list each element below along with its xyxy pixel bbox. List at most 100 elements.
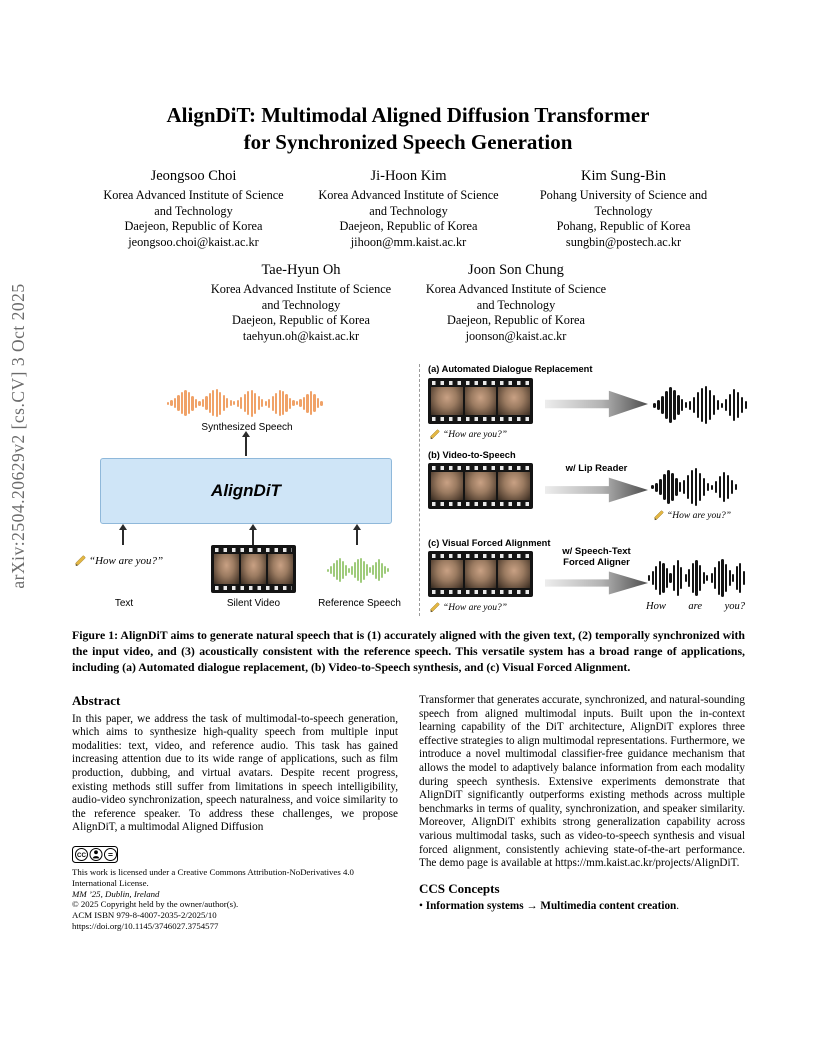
author-city: Daejeon, Republic of Korea	[447, 313, 585, 327]
video-frame	[268, 554, 293, 584]
isbn: ACM ISBN 979-8-4007-2035-2/2025/10	[72, 910, 217, 921]
film-frames	[214, 554, 293, 584]
pencil-icon	[75, 555, 86, 567]
video-frame	[431, 472, 463, 500]
author-affiliation: Pohang University of Science and	[539, 188, 708, 202]
author-name: Ji-Hoon Kim	[370, 168, 447, 184]
synthesized-speech-waveform	[167, 388, 323, 418]
author-block: Ji-Hoon Kim Korea Advanced Institute of …	[301, 168, 516, 250]
copyright: © 2025 Copyright held by the owner/autho…	[72, 899, 239, 910]
paper-title: AlignDiT: Multimodal Aligned Diffusion T…	[0, 102, 816, 156]
author-block: Kim Sung-Bin Pohang University of Scienc…	[516, 168, 731, 250]
doi-link[interactable]: https://doi.org/10.1145/3746027.3754577	[72, 920, 219, 931]
license-block: CC = This work is licensed under a Creat…	[72, 845, 398, 932]
lip-reader-label: w/ Lip Reader	[565, 463, 628, 474]
author-block: Tae-Hyun Oh Korea Advanced Institute of …	[194, 262, 409, 344]
panel-b-title: (b) Video-to-Speech	[428, 450, 516, 460]
svg-text:CC: CC	[77, 852, 86, 859]
author-block: Joon Son Chung Korea Advanced Institute …	[409, 262, 624, 344]
panel-c-output-waveform	[648, 557, 745, 599]
author-email: taehyun.oh@kaist.ac.kr	[242, 328, 360, 343]
title-line-1: AlignDiT: Multimodal Aligned Diffusion T…	[166, 103, 650, 127]
author-affiliation: Korea Advanced Institute of Science	[425, 282, 607, 296]
author-affiliation: Technology	[594, 203, 653, 218]
text-label: Text	[114, 598, 134, 609]
aligned-word: you?	[724, 601, 745, 612]
author-affiliation: and Technology	[261, 297, 341, 312]
reference-speech-label: Reference Speech	[318, 598, 401, 609]
film-frames	[431, 472, 531, 500]
forced-aligner-label: w/ Speech-Text Forced Aligner	[562, 546, 631, 568]
author-affiliation: Korea Advanced Institute of Science	[210, 282, 392, 296]
panel-c-film-strip	[428, 551, 533, 597]
up-arrow-icon	[119, 524, 127, 545]
author-name: Tae-Hyun Oh	[261, 262, 341, 278]
figure-1: Synthesized Speech AlignDiT “How are you…	[72, 362, 748, 620]
video-frame	[498, 472, 531, 500]
panel-a-quote: “How are you?”	[429, 429, 507, 440]
panel-b-film-strip	[428, 463, 533, 509]
up-arrow-icon	[353, 524, 361, 545]
abstract-heading: Abstract	[72, 693, 121, 708]
video-frame	[464, 560, 497, 588]
reference-speech-waveform	[327, 556, 389, 584]
abstract-text-col2: Transformer that generates accurate, syn…	[419, 694, 745, 870]
panel-a-title: (a) Automated Dialogue Replacement	[428, 364, 593, 374]
license-text: This work is licensed under a Creative C…	[72, 866, 354, 888]
author-name: Jeongsoo Choi	[150, 168, 237, 184]
model-name: AlignDiT	[211, 481, 281, 500]
film-sprocket-holes	[432, 502, 529, 506]
author-name: Joon Son Chung	[468, 262, 564, 278]
film-sprocket-holes	[432, 590, 529, 594]
right-column: Transformer that generates accurate, syn…	[419, 694, 745, 914]
pencil-icon	[430, 602, 440, 613]
author-city: Daejeon, Republic of Korea	[124, 219, 263, 233]
film-sprocket-holes	[432, 466, 529, 470]
author-affiliation: Korea Advanced Institute of Science	[318, 188, 499, 202]
silent-video-film-strip	[211, 545, 296, 593]
video-frame	[498, 387, 531, 415]
pencil-icon	[430, 429, 440, 440]
film-sprocket-holes	[215, 586, 292, 590]
film-sprocket-holes	[432, 381, 529, 385]
film-sprocket-holes	[432, 554, 529, 558]
video-frame	[498, 560, 531, 588]
arxiv-stamp: arXiv:2504.20629v2 [cs.CV] 3 Oct 2025	[8, 283, 28, 589]
cc-license-icon: CC =	[72, 845, 118, 863]
right-arrow-icon	[545, 477, 648, 503]
up-arrow-icon	[242, 431, 250, 456]
word-waveform	[710, 557, 745, 599]
author-affiliation: Korea Advanced Institute of Science	[103, 188, 284, 202]
synthesized-speech-label: Synthesized Speech	[201, 422, 293, 433]
right-arrow-icon	[545, 390, 648, 418]
up-arrow-icon	[249, 524, 257, 545]
author-email: jihoon@mm.kaist.ac.kr	[350, 234, 467, 249]
abstract-text-col1: In this paper, we address the task of mu…	[72, 712, 398, 834]
author-affiliation: and Technology	[154, 203, 233, 218]
panel-b-quote: “How are you?”	[653, 510, 731, 521]
author-affiliation: and Technology	[369, 203, 448, 218]
film-sprocket-holes	[432, 417, 529, 421]
panel-b-output-waveform	[651, 466, 738, 508]
author-email: jeongsoo.choi@kaist.ac.kr	[128, 234, 259, 249]
right-arrow-icon	[545, 571, 648, 595]
author-row-1: Jeongsoo Choi Korea Advanced Institute o…	[72, 168, 745, 250]
author-row-2: Tae-Hyun Oh Korea Advanced Institute of …	[72, 262, 745, 344]
film-frames	[431, 387, 531, 415]
aligned-word: How	[646, 601, 666, 612]
pencil-icon	[654, 510, 664, 521]
word-waveform	[684, 557, 709, 599]
panel-c-quote: “How are you?”	[429, 602, 507, 613]
author-email: sungbin@postech.ac.kr	[565, 234, 682, 249]
video-frame	[241, 554, 266, 584]
ccs-heading: CCS Concepts	[419, 880, 500, 896]
panel-a-film-strip	[428, 378, 533, 424]
figure-divider	[419, 364, 420, 616]
video-frame	[214, 554, 239, 584]
author-email: joonson@kaist.ac.kr	[465, 328, 567, 343]
author-name: Kim Sung-Bin	[581, 168, 666, 184]
left-column: Abstract In this paper, we address the t…	[72, 694, 398, 932]
author-city: Daejeon, Republic of Korea	[339, 219, 478, 233]
video-frame	[464, 387, 497, 415]
